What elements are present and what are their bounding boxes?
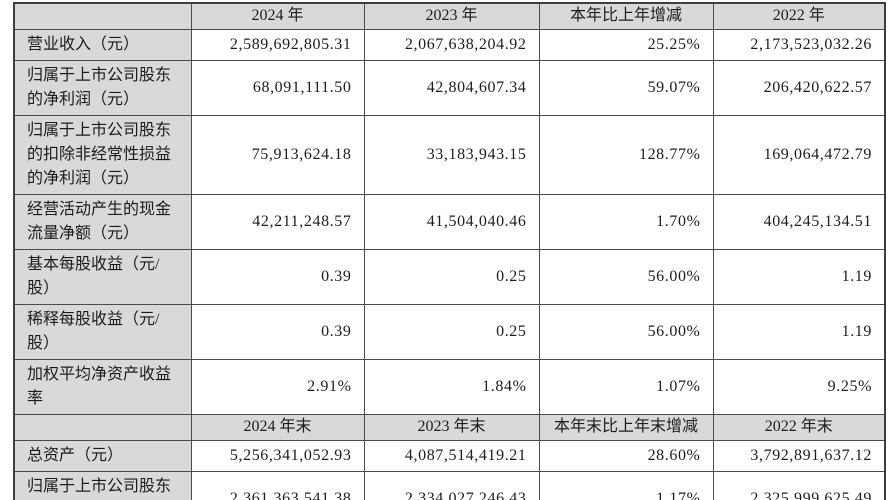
header-row-annual: 2024 年 2023 年 本年比上年增减 2022 年	[13, 2, 886, 30]
value-2024: 42,211,248.57	[190, 193, 365, 250]
value-2023-end: 2,334,027,246.43	[363, 470, 540, 500]
value-yoy-change: 25.25%	[538, 28, 714, 61]
row-label: 稀释每股收益（元/股）	[13, 303, 192, 360]
value-2024: 2.91%	[190, 358, 365, 415]
value-2023: 2,067,638,204.92	[363, 28, 540, 61]
row-label: 加权平均净资产收益率	[13, 358, 192, 415]
table-row-net-profit: 归属于上市公司股东的净利润（元） 68,091,111.50 42,804,60…	[13, 59, 886, 116]
header-cell-blank	[13, 2, 192, 30]
header-cell-blank	[13, 413, 192, 441]
row-label: 归属于上市公司股东的净资产（元）	[13, 470, 192, 500]
header-cell-2023-end: 2023 年末	[363, 413, 540, 441]
row-label: 营业收入（元）	[13, 28, 192, 61]
value-2022-end: 2,325,999,625.49	[712, 470, 886, 500]
value-yoy-change: 59.07%	[538, 59, 714, 116]
value-2022: 2,173,523,032.26	[712, 28, 886, 61]
header-cell-2022: 2022 年	[712, 2, 886, 30]
value-2022: 206,420,622.57	[712, 59, 886, 116]
value-2022: 9.25%	[712, 358, 886, 415]
header-cell-2022-end: 2022 年末	[712, 413, 886, 441]
header-cell-2024-end: 2024 年末	[190, 413, 365, 441]
value-2023: 0.25	[363, 248, 540, 305]
value-yoy-change: 1.70%	[538, 193, 714, 250]
value-2023: 33,183,943.15	[363, 114, 540, 195]
value-yoy-change: 56.00%	[538, 303, 714, 360]
value-2023-end: 4,087,514,419.21	[363, 439, 540, 472]
row-label: 基本每股收益（元/股）	[13, 248, 192, 305]
header-cell-2023: 2023 年	[363, 2, 540, 30]
row-label: 总资产（元）	[13, 439, 192, 472]
header-cell-yoy-end-change: 本年末比上年末增减	[538, 413, 714, 441]
row-label: 归属于上市公司股东的净利润（元）	[13, 59, 192, 116]
value-2022: 169,064,472.79	[712, 114, 886, 195]
table-row-net-profit-deducted: 归属于上市公司股东的扣除非经常性损益的净利润（元） 75,913,624.18 …	[13, 114, 886, 195]
value-2022: 1.19	[712, 248, 886, 305]
value-2024-end: 5,256,341,052.93	[190, 439, 365, 472]
table-row-diluted-eps: 稀释每股收益（元/股） 0.39 0.25 56.00% 1.19	[13, 303, 886, 360]
value-yoy-change: 1.07%	[538, 358, 714, 415]
value-2023: 42,804,607.34	[363, 59, 540, 116]
value-yoy-end-change: 28.60%	[538, 439, 714, 472]
row-label: 经营活动产生的现金流量净额（元）	[13, 193, 192, 250]
value-2024: 0.39	[190, 248, 365, 305]
value-2022: 1.19	[712, 303, 886, 360]
value-2024: 0.39	[190, 303, 365, 360]
value-2024: 75,913,624.18	[190, 114, 365, 195]
value-yoy-change: 128.77%	[538, 114, 714, 195]
value-2023: 1.84%	[363, 358, 540, 415]
value-yoy-change: 56.00%	[538, 248, 714, 305]
table-row-operating-cash-flow: 经营活动产生的现金流量净额（元） 42,211,248.57 41,504,04…	[13, 193, 886, 250]
value-2023: 0.25	[363, 303, 540, 360]
table-row-revenue: 营业收入（元） 2,589,692,805.31 2,067,638,204.9…	[13, 28, 886, 61]
value-2024: 2,589,692,805.31	[190, 28, 365, 61]
value-2024: 68,091,111.50	[190, 59, 365, 116]
value-2022-end: 3,792,891,637.12	[712, 439, 886, 472]
header-cell-yoy-change: 本年比上年增减	[538, 2, 714, 30]
header-row-year-end: 2024 年末 2023 年末 本年末比上年末增减 2022 年末	[13, 413, 886, 441]
key-accounting-data-table: 2024 年 2023 年 本年比上年增减 2022 年 营业收入（元） 2,5…	[13, 2, 886, 500]
table-row-net-assets: 归属于上市公司股东的净资产（元） 2,361,363,541.38 2,334,…	[13, 470, 886, 500]
table-row-weighted-avg-roe: 加权平均净资产收益率 2.91% 1.84% 1.07% 9.25%	[13, 358, 886, 415]
value-2023: 41,504,040.46	[363, 193, 540, 250]
value-2022: 404,245,134.51	[712, 193, 886, 250]
row-label: 归属于上市公司股东的扣除非经常性损益的净利润（元）	[13, 114, 192, 195]
value-yoy-end-change: 1.17%	[538, 470, 714, 500]
table-row-total-assets: 总资产（元） 5,256,341,052.93 4,087,514,419.21…	[13, 439, 886, 472]
value-2024-end: 2,361,363,541.38	[190, 470, 365, 500]
table-row-basic-eps: 基本每股收益（元/股） 0.39 0.25 56.00% 1.19	[13, 248, 886, 305]
header-cell-2024: 2024 年	[190, 2, 365, 30]
